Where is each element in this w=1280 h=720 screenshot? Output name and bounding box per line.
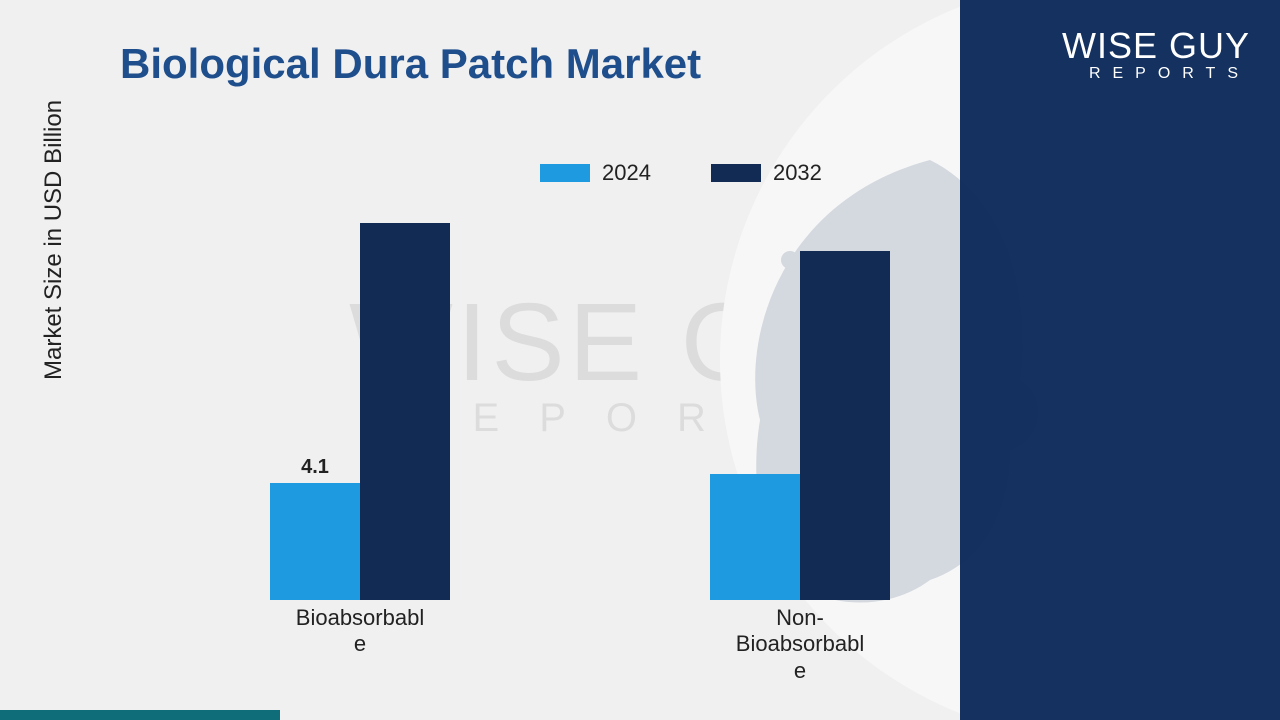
bottom-accent-bar (0, 710, 280, 720)
chart-title: Biological Dura Patch Market (120, 40, 701, 88)
bar-value-label: 4.1 (270, 456, 360, 479)
legend-item-2024: 2024 (540, 160, 651, 186)
legend-swatch-2032 (711, 164, 761, 182)
category-label: Bioabsorbable (295, 605, 425, 658)
brand-logo: WISE GUY REPORTS (1062, 25, 1250, 83)
legend-label-2032: 2032 (773, 160, 822, 186)
bar (270, 483, 360, 600)
legend-label-2024: 2024 (602, 160, 651, 186)
legend: 2024 2032 (540, 160, 822, 186)
bar (360, 223, 450, 600)
y-axis-label: Market Size in USD Billion (40, 100, 68, 380)
logo-sub-text: REPORTS (1062, 65, 1250, 83)
category-label: Non-Bioabsorbable (735, 605, 865, 684)
legend-item-2032: 2032 (711, 160, 822, 186)
plot-area: 4.1BioabsorbableNon-Bioabsorbable (110, 200, 1010, 600)
logo-main-text: WISE GUY (1062, 25, 1250, 67)
chart-stage: WISE GUY REPORTS WISE GUY REPORTS Biolog… (0, 0, 1280, 720)
bar (800, 251, 890, 600)
legend-swatch-2024 (540, 164, 590, 182)
bar (710, 474, 800, 600)
